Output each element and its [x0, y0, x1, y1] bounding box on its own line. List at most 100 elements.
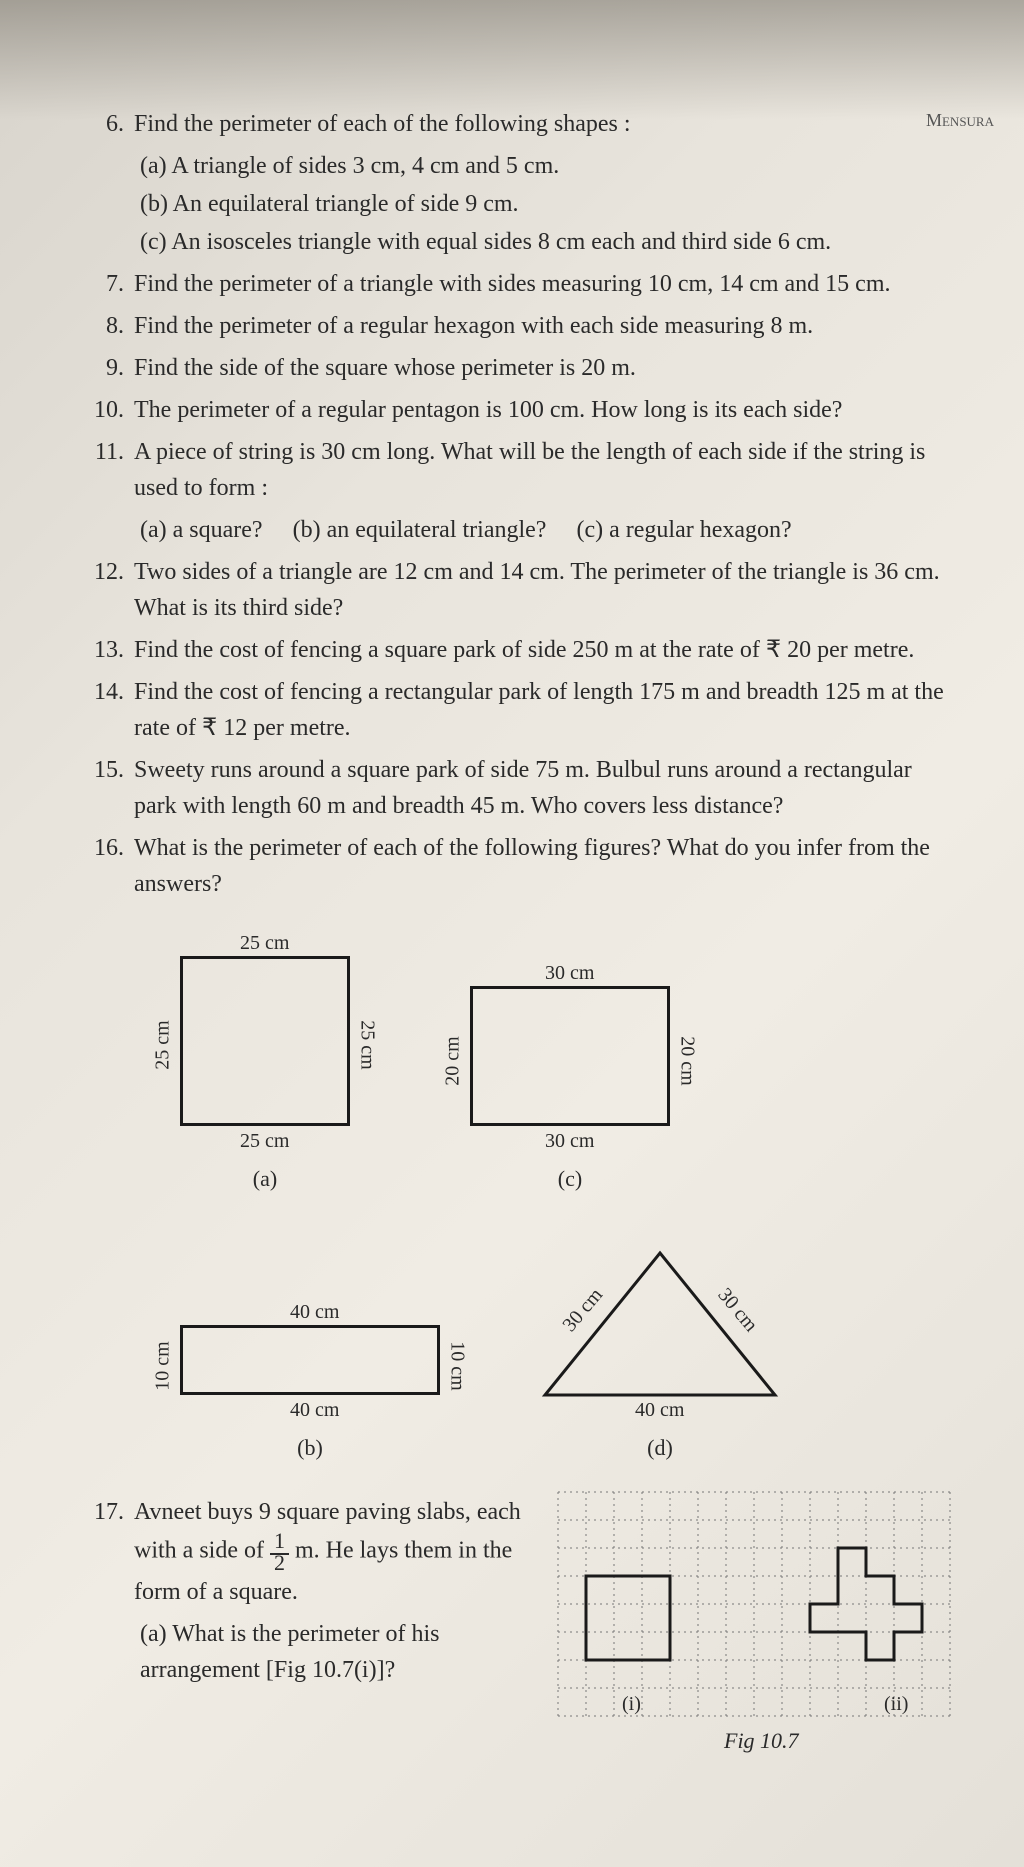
- fig-a-left-dim: 25 cm: [148, 1020, 178, 1069]
- q6-b: (b) An equilateral triangle of side 9 cm…: [140, 186, 954, 222]
- fig-b-shape: 40 cm 40 cm 10 cm 10 cm: [150, 1295, 470, 1425]
- q11-options: (a)a square? (b)an equilateral triangle?…: [140, 512, 954, 548]
- q9-text: Find the side of the square whose perime…: [134, 350, 954, 386]
- question-8: 8. Find the perimeter of a regular hexag…: [90, 308, 954, 344]
- q11-num: 11.: [90, 434, 134, 506]
- q17-a-label: (a): [140, 1621, 167, 1647]
- q13-text-b: 20 per metre.: [781, 637, 914, 663]
- q14-num: 14.: [90, 674, 134, 746]
- q11-c-text: a regular hexagon?: [609, 512, 792, 548]
- q16-num: 16.: [90, 830, 134, 902]
- q13-num: 13.: [90, 632, 134, 668]
- question-16: 16. What is the perimeter of each of the…: [90, 830, 954, 902]
- q8-text: Find the perimeter of a regular hexagon …: [134, 308, 954, 344]
- q7-num: 7.: [90, 266, 134, 302]
- q17-num: 17.: [90, 1494, 134, 1610]
- fig-c-right-dim: 20 cm: [672, 1036, 702, 1085]
- q6-c: (c) An isosceles triangle with equal sid…: [140, 224, 954, 260]
- fig-c-rect: [470, 986, 670, 1126]
- fig-d-shape: 30 cm 30 cm 40 cm: [530, 1235, 790, 1425]
- q17-a: (a) What is the perimeter of his arrange…: [140, 1616, 524, 1688]
- question-15: 15. Sweety runs around a square park of …: [90, 752, 954, 824]
- fig-b-top-dim: 40 cm: [290, 1297, 339, 1327]
- q16-fig-b: 40 cm 40 cm 10 cm 10 cm (b): [150, 1295, 470, 1464]
- question-13: 13. Find the cost of fencing a square pa…: [90, 632, 954, 668]
- rupee-icon: ₹: [766, 636, 781, 663]
- fig-b-bottom-dim: 40 cm: [290, 1395, 339, 1425]
- fig-b-right-dim: 10 cm: [442, 1341, 472, 1390]
- q10-num: 10.: [90, 392, 134, 428]
- fig-a-top-dim: 25 cm: [240, 928, 289, 958]
- fig-c-bottom-dim: 30 cm: [545, 1126, 594, 1156]
- q17-intro: Avneet buys 9 square paving slabs, each …: [134, 1494, 524, 1610]
- q17-figure: (i) (ii) Fig 10.7: [554, 1488, 954, 1758]
- question-9: 9. Find the side of the square whose per…: [90, 350, 954, 386]
- fig-a-square: [180, 956, 350, 1126]
- q16-fig-d: 30 cm 30 cm 40 cm (d): [530, 1235, 790, 1464]
- q15-text: Sweety runs around a square park of side…: [134, 752, 954, 824]
- fig-b-label: (b): [297, 1431, 323, 1464]
- q6-a-label: (a): [140, 153, 167, 179]
- fig-i-label: (i): [622, 1693, 641, 1715]
- q6-c-label: (c): [140, 229, 167, 255]
- q12-num: 12.: [90, 554, 134, 626]
- q6-a: (a) A triangle of sides 3 cm, 4 cm and 5…: [140, 148, 954, 184]
- q11-b: (b)an equilateral triangle?: [293, 512, 547, 548]
- q11-b-text: an equilateral triangle?: [327, 512, 547, 548]
- q7-text: Find the perimeter of a triangle with si…: [134, 266, 954, 302]
- fig-b-left-dim: 10 cm: [148, 1341, 178, 1390]
- fig-a-shape: 25 cm 25 cm 25 cm 25 cm: [150, 926, 380, 1156]
- q17-grid-svg: (i) (ii) Fig 10.7: [554, 1488, 954, 1758]
- page-content: 6. Find the perimeter of each of the fol…: [40, 80, 994, 1778]
- fig-a-right-dim: 25 cm: [352, 1020, 382, 1069]
- fig-a-bottom-dim: 25 cm: [240, 1126, 289, 1156]
- q6-num: 6.: [90, 106, 134, 142]
- q13-body: Find the cost of fencing a square park o…: [134, 632, 954, 668]
- q6-b-label: (b): [140, 191, 168, 217]
- q14-body: Find the cost of fencing a rectangular p…: [134, 674, 954, 746]
- fig-caption: Fig 10.7: [723, 1728, 800, 1753]
- q6-a-text: A triangle of sides 3 cm, 4 cm and 5 cm.: [171, 153, 559, 179]
- fig-d-bottom-dim: 40 cm: [635, 1395, 684, 1425]
- fig-a-label: (a): [253, 1162, 277, 1195]
- fig-d-label: (d): [647, 1431, 673, 1464]
- q16-figures: 25 cm 25 cm 25 cm 25 cm (a) 30 cm 30 cm …: [150, 926, 954, 1464]
- q11-text: A piece of string is 30 cm long. What wi…: [134, 434, 954, 506]
- q17-head: 17. Avneet buys 9 square paving slabs, e…: [90, 1494, 524, 1610]
- q6-b-text: An equilateral triangle of side 9 cm.: [173, 191, 519, 217]
- q11-a-text: a square?: [173, 512, 263, 548]
- fig-c-shape: 30 cm 30 cm 20 cm 20 cm: [440, 956, 700, 1156]
- q10-text: The perimeter of a regular pentagon is 1…: [134, 392, 954, 428]
- q8-num: 8.: [90, 308, 134, 344]
- question-7: 7. Find the perimeter of a triangle with…: [90, 266, 954, 302]
- q11-a: (a)a square?: [140, 512, 263, 548]
- question-12: 12. Two sides of a triangle are 12 cm an…: [90, 554, 954, 626]
- q16-text: What is the perimeter of each of the fol…: [134, 830, 954, 902]
- q6-text: Find the perimeter of each of the follow…: [134, 106, 954, 142]
- q11-c: (c)a regular hexagon?: [576, 512, 791, 548]
- fig-c-label: (c): [558, 1162, 582, 1195]
- question-17: 17. Avneet buys 9 square paving slabs, e…: [90, 1488, 954, 1758]
- q11-b-label: (b): [293, 512, 321, 548]
- q11-a-label: (a): [140, 512, 167, 548]
- fig-c-top-dim: 30 cm: [545, 958, 594, 988]
- question-6: 6. Find the perimeter of each of the fol…: [90, 106, 954, 142]
- q6-c-text: An isosceles triangle with equal sides 8…: [171, 229, 831, 255]
- q11-c-label: (c): [576, 512, 603, 548]
- fig-b-rect: [180, 1325, 440, 1395]
- rupee-icon: ₹: [202, 714, 217, 741]
- q15-num: 15.: [90, 752, 134, 824]
- q16-fig-c: 30 cm 30 cm 20 cm 20 cm (c): [440, 956, 700, 1195]
- fig-ii-label: (ii): [884, 1693, 908, 1715]
- fig-c-left-dim: 20 cm: [438, 1036, 468, 1085]
- q9-num: 9.: [90, 350, 134, 386]
- q13-text-a: Find the cost of fencing a square park o…: [134, 637, 766, 663]
- question-14: 14. Find the cost of fencing a rectangul…: [90, 674, 954, 746]
- q14-text-b: 12 per metre.: [217, 715, 350, 741]
- q17-a-text: What is the perimeter of his arrangement…: [140, 1621, 439, 1683]
- question-11: 11. A piece of string is 30 cm long. Wha…: [90, 434, 954, 506]
- frac-den: 2: [270, 1550, 289, 1575]
- q16-fig-a: 25 cm 25 cm 25 cm 25 cm (a): [150, 926, 380, 1195]
- q12-text: Two sides of a triangle are 12 cm and 14…: [134, 554, 954, 626]
- fraction-half: 1 2: [270, 1530, 289, 1574]
